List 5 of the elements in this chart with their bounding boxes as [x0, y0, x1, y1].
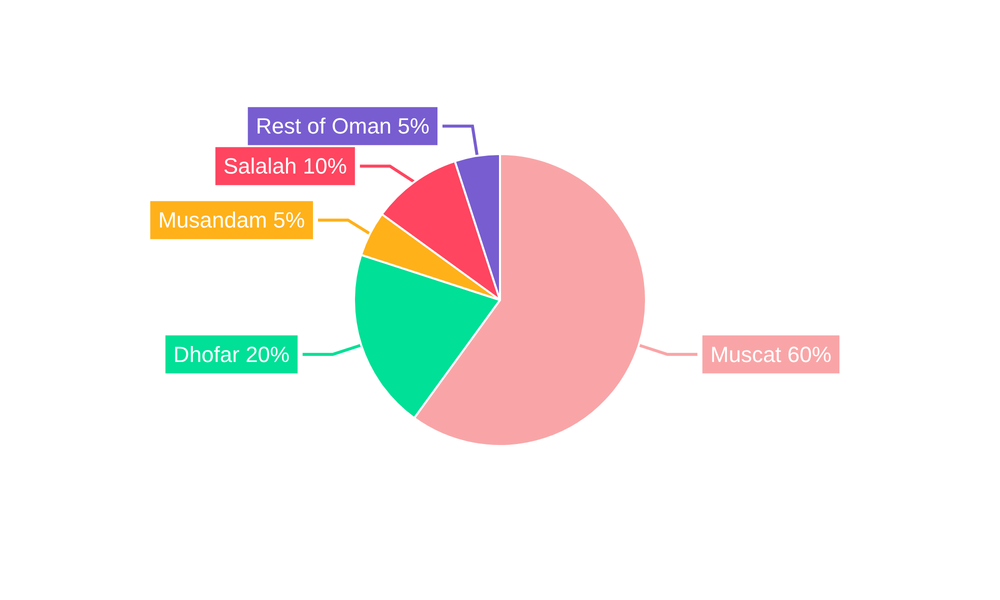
slice-label: Musandam 5%	[158, 208, 305, 233]
slice-label: Muscat 60%	[710, 342, 832, 367]
slice-label: Salalah 10%	[223, 154, 347, 179]
slice-label: Rest of Oman 5%	[256, 114, 430, 139]
slice-label: Dhofar 20%	[173, 342, 290, 367]
